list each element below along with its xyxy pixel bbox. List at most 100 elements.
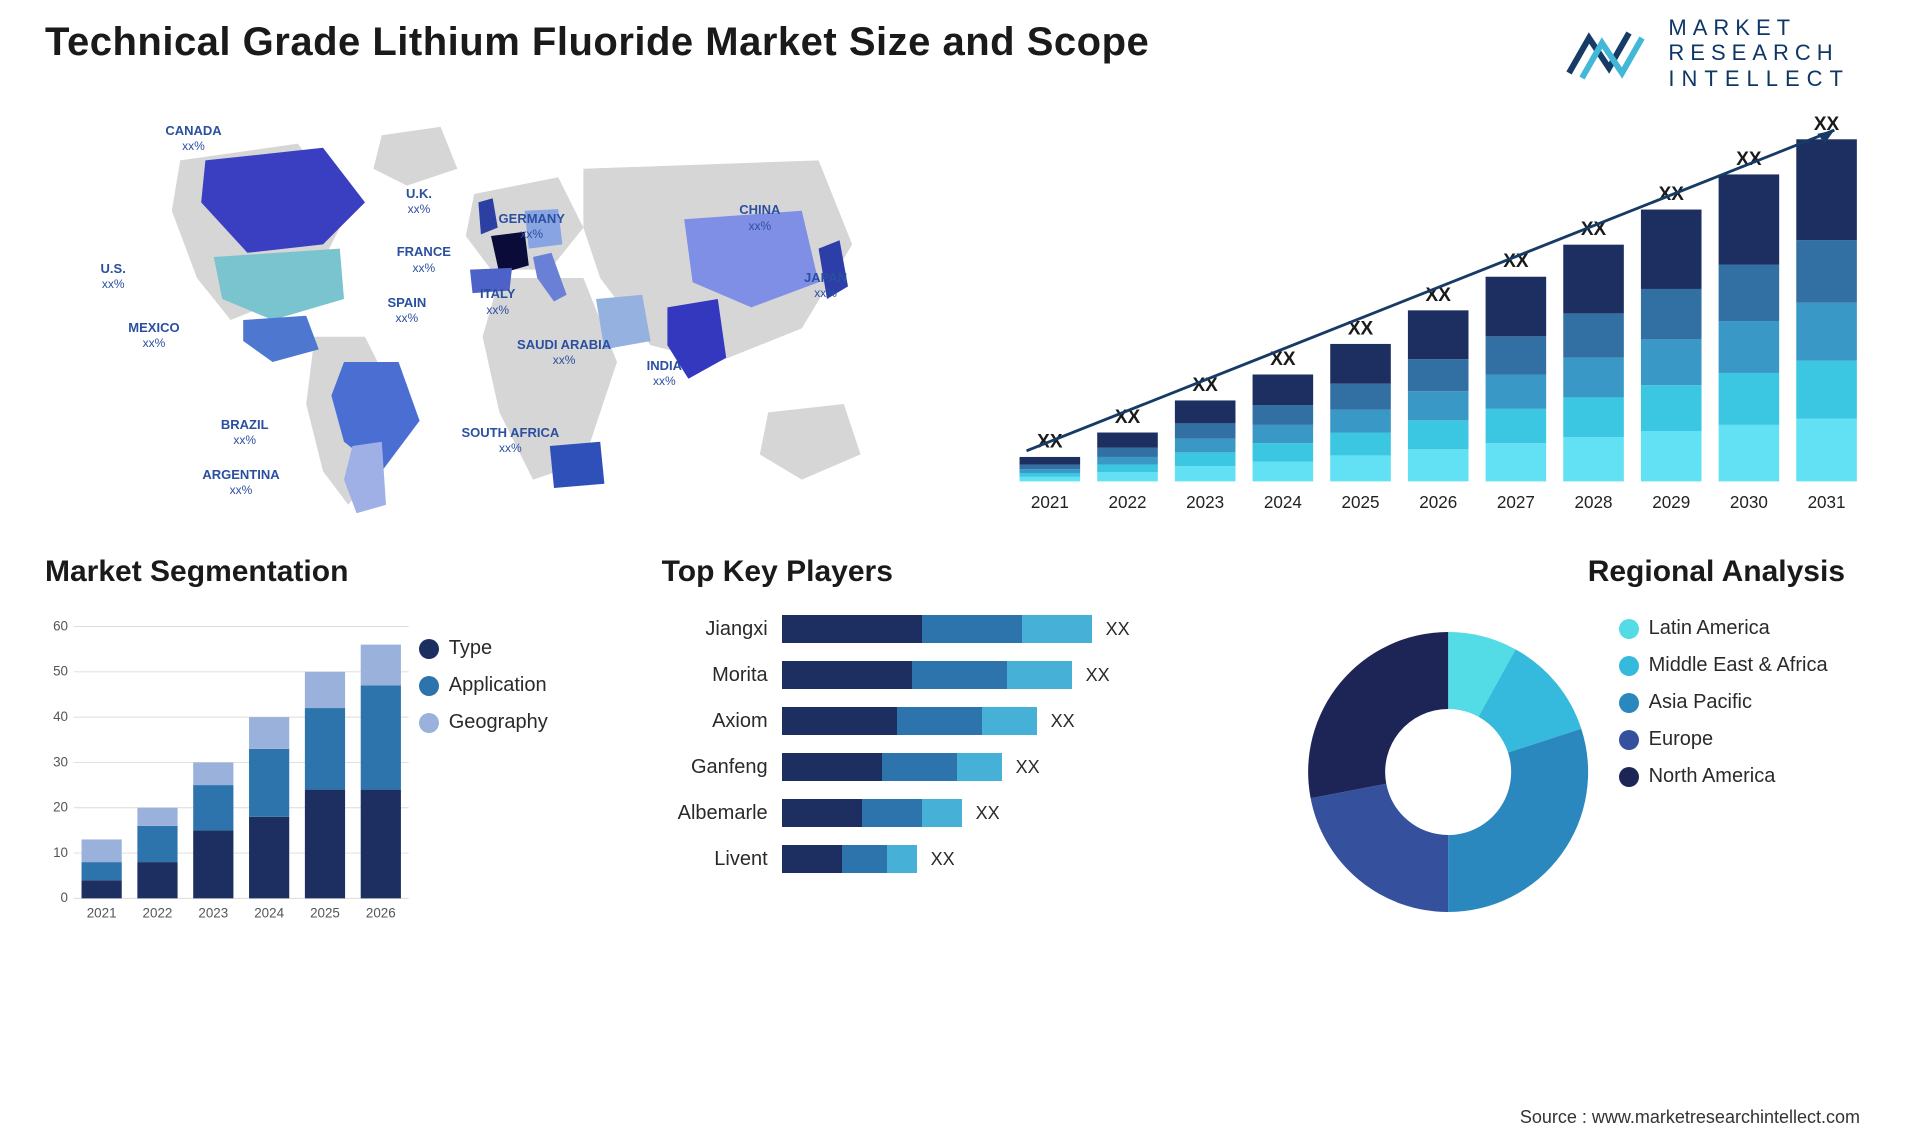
legend-label: Application <box>449 674 547 697</box>
map-label-mexico: MEXICOxx% <box>128 320 179 351</box>
player-bar-seg <box>897 707 982 735</box>
forecast-bar <box>1019 473 1080 477</box>
forecast-bar <box>1252 443 1313 461</box>
seg-legend-item: Geography <box>419 711 632 734</box>
legend-dot <box>419 639 439 659</box>
forecast-bar <box>1485 277 1546 337</box>
map-label-france: FRANCExx% <box>397 244 451 275</box>
player-bar-seg <box>882 753 957 781</box>
forecast-year-label: 2028 <box>1574 493 1612 512</box>
player-name: Axiom <box>662 710 782 733</box>
forecast-bar <box>1718 321 1779 373</box>
forecast-bar <box>1641 431 1702 481</box>
seg-legend-item: Application <box>419 674 632 697</box>
player-row: AlbemarleXX <box>662 799 1249 827</box>
forecast-bar <box>1330 433 1391 456</box>
map-label-italy: ITALYxx% <box>480 286 515 317</box>
forecast-bar <box>1408 391 1469 420</box>
forecast-year-label: 2030 <box>1729 493 1767 512</box>
seg-bar <box>361 685 401 789</box>
player-bar <box>782 707 1037 735</box>
player-bar <box>782 615 1092 643</box>
seg-year-label: 2026 <box>366 905 396 920</box>
forecast-bar-label: XX <box>1192 375 1218 396</box>
seg-bar <box>249 817 289 899</box>
forecast-bar <box>1563 245 1624 314</box>
forecast-bar <box>1485 409 1546 443</box>
seg-ytick: 20 <box>53 800 68 815</box>
segmentation-panel: Market Segmentation 01020304050602021202… <box>45 555 632 1086</box>
map-country-mexico <box>243 316 319 362</box>
forecast-year-label: 2024 <box>1263 493 1301 512</box>
logo-icon <box>1564 18 1654 88</box>
regional-panel: Regional Analysis Latin AmericaMiddle Ea… <box>1278 555 1865 1086</box>
regional-legend-item: Latin America <box>1619 617 1865 640</box>
forecast-bar <box>1563 313 1624 357</box>
forecast-bar <box>1408 310 1469 359</box>
map-label-saudi: SAUDI ARABIAxx% <box>517 337 611 368</box>
seg-year-label: 2024 <box>254 905 284 920</box>
player-bar-seg <box>842 845 887 873</box>
logo-line-1: MARKET <box>1668 15 1850 40</box>
player-bar <box>782 661 1072 689</box>
player-row: MoritaXX <box>662 661 1249 689</box>
forecast-bar <box>1019 457 1080 465</box>
player-bar-seg <box>982 707 1037 735</box>
forecast-bar <box>1252 462 1313 482</box>
forecast-bar <box>1796 139 1857 240</box>
market-forecast-chart: XX2021XX2022XX2023XX2024XX2025XX2026XX20… <box>1011 110 1865 530</box>
map-label-argentina: ARGENTINAxx% <box>202 467 279 498</box>
logo-line-3: INTELLECT <box>1668 66 1850 91</box>
forecast-bar <box>1019 477 1080 482</box>
seg-year-label: 2023 <box>198 905 228 920</box>
player-value: XX <box>1051 711 1075 732</box>
legend-label: North America <box>1649 765 1776 788</box>
forecast-bar <box>1330 410 1391 433</box>
forecast-bar <box>1641 385 1702 431</box>
player-bar-seg <box>1022 615 1092 643</box>
forecast-bar <box>1563 358 1624 398</box>
forecast-bar <box>1252 405 1313 425</box>
player-bar-seg <box>922 799 962 827</box>
player-bar-seg <box>782 753 882 781</box>
player-bar-seg <box>782 799 862 827</box>
forecast-bar <box>1563 437 1624 481</box>
forecast-bar <box>1019 469 1080 473</box>
forecast-bar <box>1641 339 1702 385</box>
map-label-usa: U.S.xx% <box>101 261 126 292</box>
forecast-bar <box>1796 303 1857 361</box>
forecast-bar <box>1718 373 1779 425</box>
legend-label: Asia Pacific <box>1649 691 1752 714</box>
brand-logo: MARKET RESEARCH INTELLECT <box>1564 15 1850 91</box>
seg-bar <box>193 762 233 785</box>
player-bar-seg <box>782 615 922 643</box>
seg-year-label: 2022 <box>143 905 173 920</box>
forecast-bar <box>1252 374 1313 405</box>
map-label-safrica: SOUTH AFRICAxx% <box>462 425 560 456</box>
player-bar-seg <box>922 615 1022 643</box>
forecast-bar <box>1796 419 1857 482</box>
forecast-chart-svg: XX2021XX2022XX2023XX2024XX2025XX2026XX20… <box>1011 110 1865 530</box>
map-label-uk: U.K.xx% <box>406 186 432 217</box>
forecast-bar <box>1641 210 1702 289</box>
seg-legend-item: Type <box>419 637 632 660</box>
seg-ytick: 30 <box>53 754 68 769</box>
seg-year-label: 2021 <box>87 905 117 920</box>
regional-legend-item: North America <box>1619 765 1865 788</box>
forecast-year-label: 2027 <box>1496 493 1534 512</box>
regional-legend-item: Asia Pacific <box>1619 691 1865 714</box>
world-map-svg <box>45 110 971 530</box>
players-panel: Top Key Players JiangxiXXMoritaXXAxiomXX… <box>662 555 1249 1086</box>
legend-label: Geography <box>449 711 548 734</box>
page-title: Technical Grade Lithium Fluoride Market … <box>45 20 1149 65</box>
map-label-brazil: BRAZILxx% <box>221 417 269 448</box>
seg-ytick: 10 <box>53 845 68 860</box>
map-label-china: CHINAxx% <box>739 202 780 233</box>
segmentation-title: Market Segmentation <box>45 555 632 589</box>
forecast-bar <box>1174 466 1235 481</box>
seg-bar <box>82 862 122 880</box>
player-bar-seg <box>782 707 897 735</box>
seg-bar <box>82 839 122 862</box>
seg-bar <box>82 880 122 898</box>
seg-bar <box>305 672 345 708</box>
